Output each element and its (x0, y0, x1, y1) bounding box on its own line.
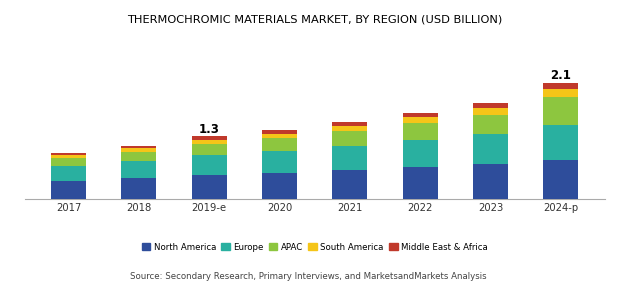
Bar (122, 148, 157, 152)
Bar (51, 158, 86, 166)
Bar (473, 164, 508, 199)
Bar (332, 170, 367, 199)
Bar (122, 178, 157, 199)
Bar (122, 161, 157, 178)
Bar (332, 122, 367, 126)
Bar (473, 115, 508, 134)
Bar (51, 166, 86, 181)
Bar (543, 125, 578, 160)
Bar (122, 152, 157, 161)
Bar (192, 175, 227, 199)
Bar (473, 108, 508, 115)
Bar (543, 89, 578, 97)
Bar (473, 134, 508, 164)
Bar (402, 140, 437, 166)
Bar (192, 144, 227, 155)
Bar (51, 181, 86, 199)
Text: 2.1: 2.1 (550, 70, 571, 82)
Bar (332, 146, 367, 170)
Bar (543, 83, 578, 89)
Bar (51, 155, 86, 158)
Bar (402, 123, 437, 140)
Bar (192, 140, 227, 144)
Bar (402, 113, 437, 118)
Bar (192, 155, 227, 175)
Bar (192, 136, 227, 140)
Bar (262, 138, 297, 151)
Bar (332, 126, 367, 131)
Text: 1.3: 1.3 (199, 123, 220, 135)
Title: THERMOCHROMIC MATERIALS MARKET, BY REGION (USD BILLION): THERMOCHROMIC MATERIALS MARKET, BY REGIO… (127, 15, 502, 25)
Bar (262, 130, 297, 133)
Bar (262, 151, 297, 173)
Bar (262, 133, 297, 138)
Text: Source: Secondary Research, Primary Interviews, and MarketsandMarkets Analysis: Source: Secondary Research, Primary Inte… (130, 272, 487, 281)
Bar (543, 160, 578, 199)
Bar (402, 166, 437, 199)
Bar (122, 146, 157, 148)
Bar (262, 173, 297, 199)
Bar (332, 131, 367, 146)
Bar (51, 153, 86, 155)
Legend: North America, Europe, APAC, South America, Middle East & Africa: North America, Europe, APAC, South Ameri… (138, 239, 491, 255)
Bar (543, 97, 578, 125)
Bar (473, 103, 508, 108)
Bar (402, 118, 437, 123)
